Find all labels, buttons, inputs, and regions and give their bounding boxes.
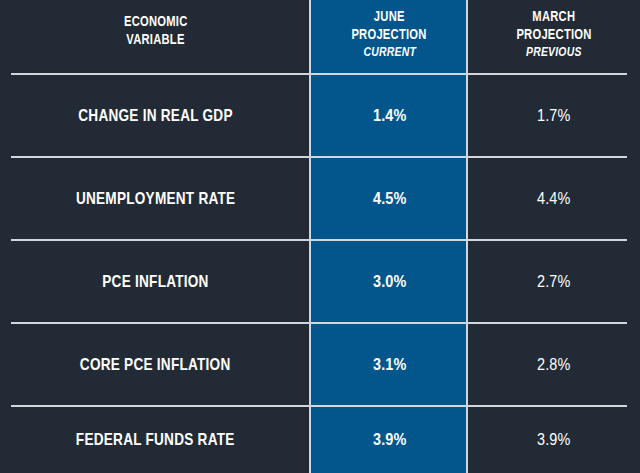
header-line: ECONOMIC	[124, 12, 188, 30]
column-header-economic-variable: ECONOMIC VARIABLE	[0, 0, 311, 74]
column-header-june-projection: JUNE PROJECTION CURRENT	[311, 0, 468, 74]
header-line: VARIABLE	[126, 30, 184, 48]
value-current: 1.4%	[373, 106, 407, 126]
value-previous: 1.7%	[537, 106, 571, 126]
table-row-june-value: 1.4%	[311, 74, 468, 157]
table-row-march-value: 2.7%	[468, 240, 640, 323]
row-label: FEDERAL FUNDS RATE	[76, 430, 235, 450]
value-current: 3.0%	[373, 272, 407, 292]
table-row-march-value: 1.7%	[468, 74, 640, 157]
table-row-june-value: 3.0%	[311, 240, 468, 323]
value-previous: 2.7%	[537, 272, 571, 292]
value-previous: 2.8%	[537, 355, 571, 375]
value-current: 3.9%	[373, 430, 407, 450]
table-row-march-value: 3.9%	[468, 406, 640, 473]
table-row-variable: FEDERAL FUNDS RATE	[0, 406, 311, 473]
value-previous: 4.4%	[537, 189, 571, 209]
header-line: MARCH	[533, 7, 576, 25]
row-label: CHANGE IN REAL GDP	[78, 106, 232, 126]
header-line: PROJECTION	[516, 25, 591, 43]
header-subtitle-previous: PREVIOUS	[526, 43, 582, 61]
table-row-march-value: 2.8%	[468, 323, 640, 406]
table-row-variable: PCE INFLATION	[0, 240, 311, 323]
table-grid: ECONOMIC VARIABLE JUNE PROJECTION CURREN…	[0, 0, 640, 473]
column-header-march-projection: MARCH PROJECTION PREVIOUS	[468, 0, 640, 74]
table-row-variable: UNEMPLOYMENT RATE	[0, 157, 311, 240]
value-previous: 3.9%	[537, 430, 571, 450]
header-line: JUNE	[374, 7, 405, 25]
table-row-march-value: 4.4%	[468, 157, 640, 240]
header-line: PROJECTION	[352, 25, 427, 43]
table-row-june-value: 3.1%	[311, 323, 468, 406]
table-row-june-value: 4.5%	[311, 157, 468, 240]
header-subtitle-current: CURRENT	[363, 43, 416, 61]
projections-table: ECONOMIC VARIABLE JUNE PROJECTION CURREN…	[0, 0, 640, 473]
value-current: 3.1%	[373, 355, 407, 375]
value-current: 4.5%	[373, 189, 407, 209]
row-label: CORE PCE INFLATION	[80, 355, 231, 375]
table-row-variable: CHANGE IN REAL GDP	[0, 74, 311, 157]
row-label: UNEMPLOYMENT RATE	[76, 189, 235, 209]
table-row-variable: CORE PCE INFLATION	[0, 323, 311, 406]
table-row-june-value: 3.9%	[311, 406, 468, 473]
row-label: PCE INFLATION	[102, 272, 208, 292]
